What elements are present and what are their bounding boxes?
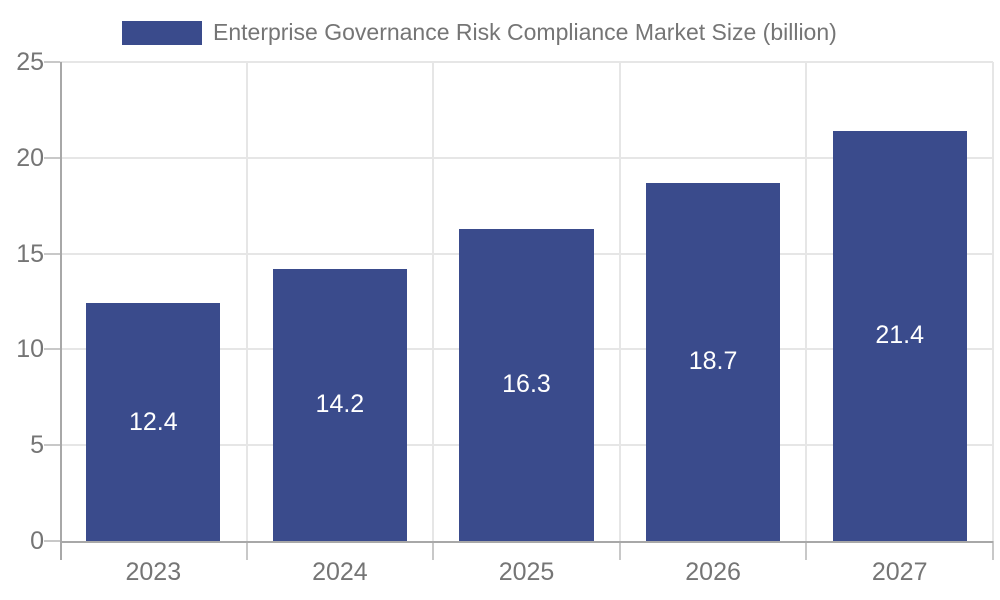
legend-swatch [122,20,202,45]
y-tick-label: 5 [30,431,44,460]
y-tick-label: 25 [16,48,44,76]
y-tick-mark [44,156,60,159]
x-axis-line [60,541,993,543]
gridline-vertical [992,62,994,541]
gridline-vertical [245,62,248,541]
x-tick-label: 2024 [312,558,368,586]
x-tick-label: 2027 [871,558,928,586]
y-tick-mark [44,252,60,255]
y-tick-mark [44,540,60,542]
legend: Enterprise Governance Risk Compliance Ma… [122,19,837,46]
bar: 18.7 [645,182,781,541]
bar-value-label: 18.7 [688,347,738,376]
y-tick-label: 15 [16,239,44,268]
y-tick-label: 0 [30,527,44,555]
bar: 21.4 [832,130,967,541]
y-axis-line [60,62,62,560]
x-tick-mark [805,541,808,560]
x-tick-label: 2026 [685,558,741,586]
y-tick-mark [44,444,60,447]
gridline-horizontal [60,156,993,159]
bar-value-label: 16.3 [502,370,551,399]
plot-area: 12.4 14.2 16.3 18.7 21.4 [60,61,994,560]
x-tick-mark [992,541,994,560]
legend-label: Enterprise Governance Risk Compliance Ma… [213,19,837,45]
y-tick-mark [44,348,60,351]
gridline-vertical [805,62,808,541]
bar-value-label: 14.2 [315,390,365,419]
y-tick-mark [44,61,60,63]
gridline-vertical [618,62,621,541]
bar: 14.2 [272,268,408,541]
bar: 12.4 [86,303,221,541]
bar: 16.3 [459,228,594,541]
gridline-horizontal [60,61,993,63]
x-tick-label: 2023 [125,558,182,586]
gridline-vertical [432,62,435,541]
bar-value-label: 12.4 [128,407,178,436]
x-tick-label: 2025 [498,558,555,586]
y-tick-label: 20 [16,143,44,172]
x-tick-mark [245,541,248,560]
x-tick-mark [618,541,621,560]
bar-value-label: 21.4 [875,321,925,350]
y-tick-label: 10 [16,335,44,364]
x-tick-mark [432,541,435,560]
